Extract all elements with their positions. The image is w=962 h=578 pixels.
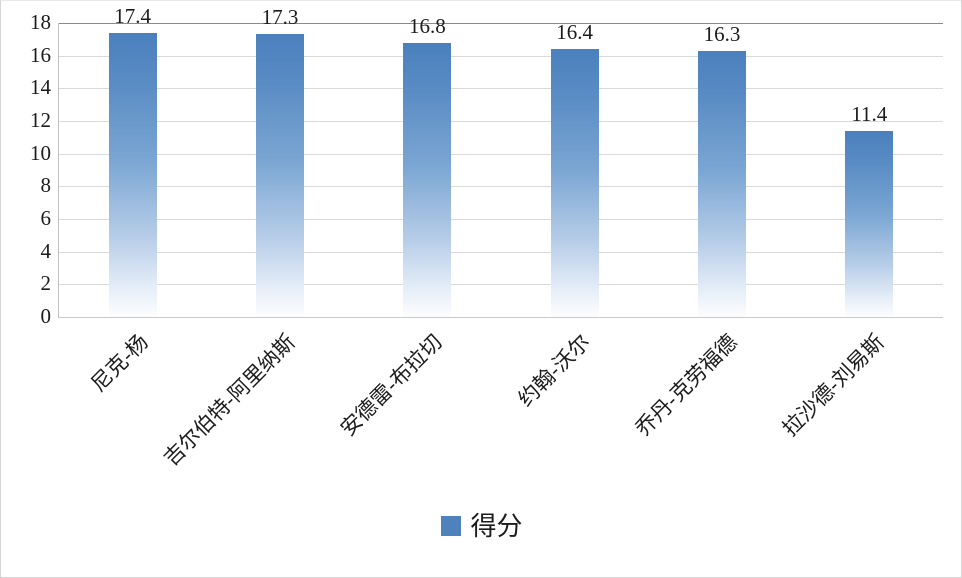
bar[interactable] [550, 49, 599, 317]
y-axis-tick-label: 4 [40, 238, 52, 263]
bars-layer: 17.4 17.3 16.8 16.4 16.3 11.4 [59, 5, 943, 317]
bar-value-label: 16.4 [556, 20, 594, 45]
bar-value-label: 16.3 [703, 21, 741, 46]
x-axis-category-labels: 尼克-杨 吉尔伯特-阿里纳斯 安德雷-布拉切 约翰-沃尔 乔丹-克劳福德 拉沙德-刘易斯 [59, 319, 943, 499]
y-axis-tick-label: 0 [40, 304, 52, 328]
x-axis-category-label: 约翰-沃尔 [513, 330, 595, 412]
y-axis-tick-label: 18 [30, 10, 51, 34]
gridline [59, 121, 943, 122]
gridline [59, 219, 943, 220]
bar-slot: 16.8 [354, 15, 501, 317]
chart-legend: 得分 [1, 513, 962, 539]
bar-slot: 17.4 [59, 5, 206, 317]
y-axis-tick-labels: 18 16 14 12 10 8 6 4 2 0 [1, 12, 52, 327]
gridline [59, 284, 943, 286]
x-label-slot: 乔丹-克劳福德 [631, 319, 795, 499]
legend-swatch-score [441, 516, 462, 536]
bar-slot: 16.4 [501, 20, 648, 317]
bar-value-label: 16.8 [408, 13, 446, 38]
y-axis-tick-label: 16 [30, 42, 51, 67]
x-axis-category-label: 尼克-杨 [86, 330, 153, 397]
gridline [59, 153, 943, 155]
gridline [59, 55, 943, 57]
bar-value-label: 17.3 [261, 5, 299, 30]
plot-area [59, 23, 943, 318]
bar-slot: 17.3 [206, 7, 353, 317]
bar[interactable] [108, 32, 157, 317]
y-axis-tick-label: 6 [40, 206, 52, 230]
gridline [59, 88, 943, 90]
x-label-slot: 吉尔伯特-阿里纳斯 [160, 319, 353, 499]
bar-slot: 11.4 [796, 23, 943, 317]
bar[interactable] [845, 130, 894, 317]
bar[interactable] [403, 42, 452, 317]
bar[interactable] [255, 34, 304, 317]
x-label-slot: 约翰-沃尔 [501, 319, 648, 499]
bar[interactable] [697, 50, 746, 317]
y-axis-tick-label: 2 [40, 271, 52, 296]
y-axis-tick-label: 14 [30, 75, 51, 100]
y-axis-line [58, 23, 59, 318]
y-axis-tick-label: 12 [30, 108, 51, 132]
gridline [59, 317, 943, 318]
bar-slot: 16.3 [648, 23, 795, 317]
gridline [59, 186, 943, 188]
bar-value-label: 11.4 [851, 101, 888, 126]
y-axis-tick-label: 10 [30, 140, 51, 165]
gridline [59, 251, 943, 253]
y-axis-tick-label: 8 [40, 173, 52, 198]
legend-label-score: 得分 [470, 511, 523, 541]
x-label-slot: 尼克-杨 [59, 319, 206, 499]
x-label-slot: 拉沙德-刘易斯 [779, 319, 943, 499]
bar-value-label: 17.4 [114, 3, 152, 28]
gridline [59, 23, 943, 24]
x-label-slot: 安德雷-布拉切 [337, 319, 501, 499]
